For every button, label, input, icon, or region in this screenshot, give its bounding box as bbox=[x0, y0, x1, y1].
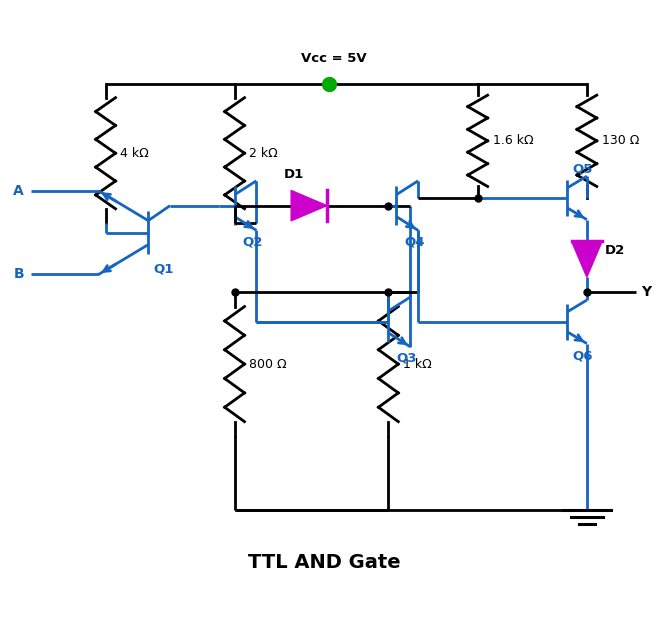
Text: 1.6 kΩ: 1.6 kΩ bbox=[492, 134, 533, 147]
Text: 130 Ω: 130 Ω bbox=[602, 134, 639, 147]
Polygon shape bbox=[572, 241, 602, 277]
Text: Y: Y bbox=[642, 285, 651, 299]
Text: 2 kΩ: 2 kΩ bbox=[249, 147, 278, 160]
Text: Vcc = 5V: Vcc = 5V bbox=[301, 52, 367, 65]
Text: TTL AND Gate: TTL AND Gate bbox=[248, 553, 400, 572]
Text: D1: D1 bbox=[284, 168, 304, 181]
Text: D2: D2 bbox=[604, 245, 625, 257]
Text: 4 kΩ: 4 kΩ bbox=[120, 147, 149, 160]
Text: 800 Ω: 800 Ω bbox=[249, 358, 287, 371]
Text: B: B bbox=[13, 268, 24, 281]
Text: Q2: Q2 bbox=[243, 235, 263, 248]
Polygon shape bbox=[291, 190, 327, 221]
Text: Q5: Q5 bbox=[572, 162, 593, 175]
Text: 1 kΩ: 1 kΩ bbox=[404, 358, 432, 371]
Text: Q6: Q6 bbox=[572, 349, 593, 363]
Text: Q4: Q4 bbox=[404, 235, 424, 248]
Text: Q3: Q3 bbox=[396, 351, 417, 364]
Text: A: A bbox=[13, 184, 24, 198]
Text: Q1: Q1 bbox=[153, 262, 173, 275]
